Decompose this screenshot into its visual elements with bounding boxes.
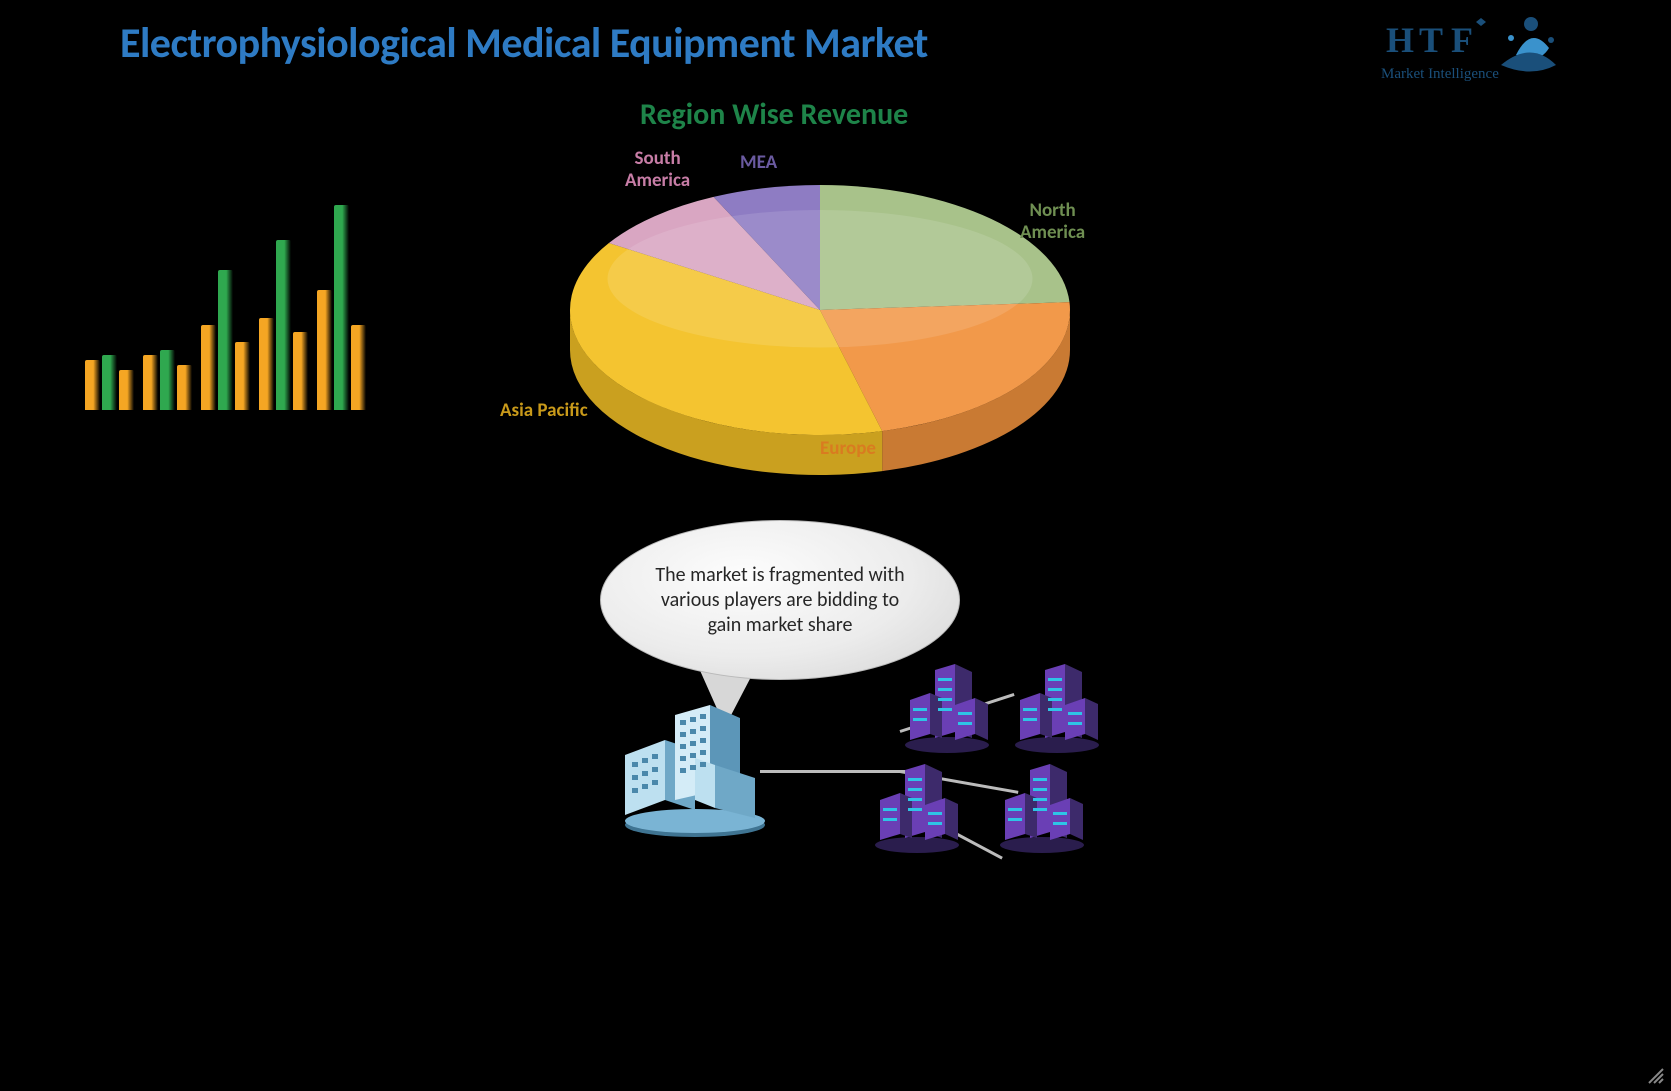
bar [201, 325, 216, 410]
pie-slice-label: Europe [820, 438, 876, 460]
pie-slice-label: SouthAmerica [625, 148, 690, 192]
svg-text:Market Intelligence: Market Intelligence [1381, 66, 1499, 82]
bar-chart [85, 180, 385, 410]
bar [102, 355, 117, 410]
pie-highlight [608, 210, 1033, 348]
bar [160, 350, 175, 410]
hospital-building-icon [620, 700, 770, 845]
bar [177, 365, 192, 410]
bar [259, 318, 274, 410]
resize-grip-icon [1647, 1067, 1665, 1085]
pie-slice-label: MEA [740, 152, 777, 174]
svg-text:F: F [1451, 20, 1473, 60]
pie-chart-title: Region Wise Revenue [640, 96, 908, 133]
competitor-building-icon [1010, 660, 1105, 760]
bar-group [317, 205, 366, 410]
bar [351, 325, 366, 410]
htf-logo: H T F Market Intelligence [1381, 10, 1561, 90]
bar [85, 360, 100, 410]
bar [143, 355, 158, 410]
pie-slice-label: NorthAmerica [1020, 200, 1085, 244]
svg-text:T: T [1419, 20, 1443, 60]
bar [119, 370, 134, 410]
pie-slice-label: Asia Pacific [500, 400, 588, 422]
bar-group [143, 350, 192, 410]
bar [218, 270, 233, 410]
callout-text: The market is fragmented with various pl… [646, 563, 914, 638]
competitor-building-icon [900, 660, 995, 760]
bar [235, 342, 250, 410]
bar-group [259, 240, 308, 410]
competitor-building-icon [995, 760, 1090, 860]
callout-bubble: The market is fragmented with various pl… [600, 520, 960, 680]
bar [293, 332, 308, 410]
bar [317, 290, 332, 410]
bar-group [201, 270, 250, 410]
svg-text:H: H [1386, 20, 1414, 60]
bar [334, 205, 349, 410]
competitor-building-icon [870, 760, 965, 860]
page-title: Electrophysiological Medical Equipment M… [120, 18, 928, 69]
bar-group [85, 355, 134, 410]
bar [276, 240, 291, 410]
